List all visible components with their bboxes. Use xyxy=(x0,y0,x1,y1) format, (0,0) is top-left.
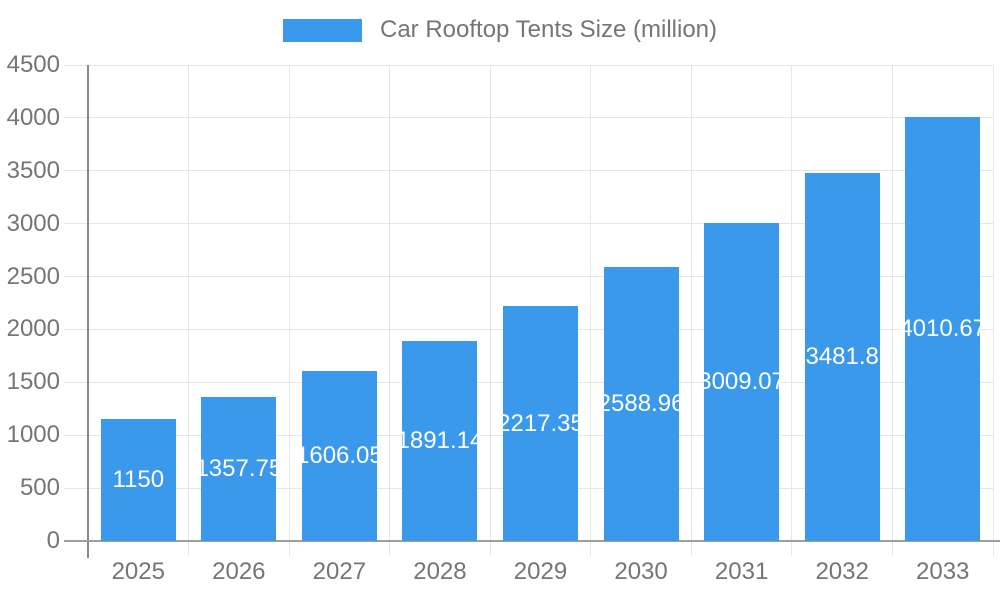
bar[interactable]: 2217.35 xyxy=(497,306,584,541)
bar-value-label: 1150 xyxy=(112,466,165,494)
x-gridline xyxy=(891,65,893,556)
y-axis-tick-label: 3500 xyxy=(6,156,60,184)
legend-swatch xyxy=(283,18,362,42)
y-axis-tick-label: 2000 xyxy=(6,315,60,343)
x-gridline xyxy=(590,65,592,556)
x-gridline xyxy=(992,65,994,556)
bar[interactable]: 1150 xyxy=(100,419,176,541)
y-gridline xyxy=(64,170,993,172)
bar[interactable]: 3481.8 xyxy=(804,172,880,541)
x-axis-tick-label: 2031 xyxy=(714,558,769,585)
bar[interactable]: 1891.14 xyxy=(397,340,483,541)
y-axis-tick-label: 1500 xyxy=(6,368,60,396)
y-axis-tick-label: 1000 xyxy=(6,421,60,449)
y-axis-tick-label: 2500 xyxy=(6,262,60,290)
x-axis-tick-label: 2027 xyxy=(312,558,367,585)
bar[interactable]: 1606.05 xyxy=(296,371,383,541)
x-axis-tick-label: 2025 xyxy=(111,558,165,585)
bar-value-label: 1891.14 xyxy=(396,426,484,454)
x-axis-tick-label: 2032 xyxy=(815,558,869,585)
bar[interactable]: 1357.75 xyxy=(195,397,282,541)
bar-value-label: 3009.07 xyxy=(698,367,785,395)
y-axis-tick-label: 0 xyxy=(46,527,60,554)
bar-value-label: 1606.05 xyxy=(295,442,383,470)
x-gridline xyxy=(288,65,290,556)
bar-value-label: 3481.8 xyxy=(805,342,879,370)
y-axis-tick-label: 4000 xyxy=(6,103,60,131)
x-gridline xyxy=(389,65,391,556)
x-gridline xyxy=(489,65,491,556)
bar-value-label: 2588.96 xyxy=(597,390,685,418)
bar-value-label: 4010.67 xyxy=(899,314,987,342)
x-axis-tick-label: 2026 xyxy=(212,558,266,585)
y-gridline xyxy=(64,276,993,278)
bar[interactable]: 2588.96 xyxy=(598,267,684,541)
y-axis-tick-label: 4500 xyxy=(6,51,60,78)
y-gridline xyxy=(64,117,993,119)
legend-label: Car Rooftop Tents Size (million) xyxy=(380,16,718,43)
y-gridline xyxy=(64,223,993,225)
x-axis-tick-label: 2028 xyxy=(413,558,467,585)
legend[interactable]: Car Rooftop Tents Size (million) xyxy=(283,12,717,48)
bar[interactable]: 4010.67 xyxy=(899,116,986,541)
y-axis-line xyxy=(87,65,89,558)
x-gridline xyxy=(188,65,190,556)
y-axis-tick-label: 3000 xyxy=(6,209,60,237)
x-axis-line xyxy=(64,540,1000,542)
x-axis-tick-label: 2030 xyxy=(614,558,668,585)
x-axis-tick-label: 2033 xyxy=(916,558,970,585)
x-gridline xyxy=(791,65,793,556)
bar[interactable]: 3009.07 xyxy=(698,222,785,541)
bar-value-label: 2217.35 xyxy=(497,409,584,437)
bar-value-label: 1357.75 xyxy=(195,455,283,483)
y-axis-tick-label: 500 xyxy=(19,474,60,502)
y-gridline xyxy=(64,64,993,66)
x-gridline xyxy=(690,65,692,556)
x-axis-tick-label: 2029 xyxy=(513,558,568,585)
